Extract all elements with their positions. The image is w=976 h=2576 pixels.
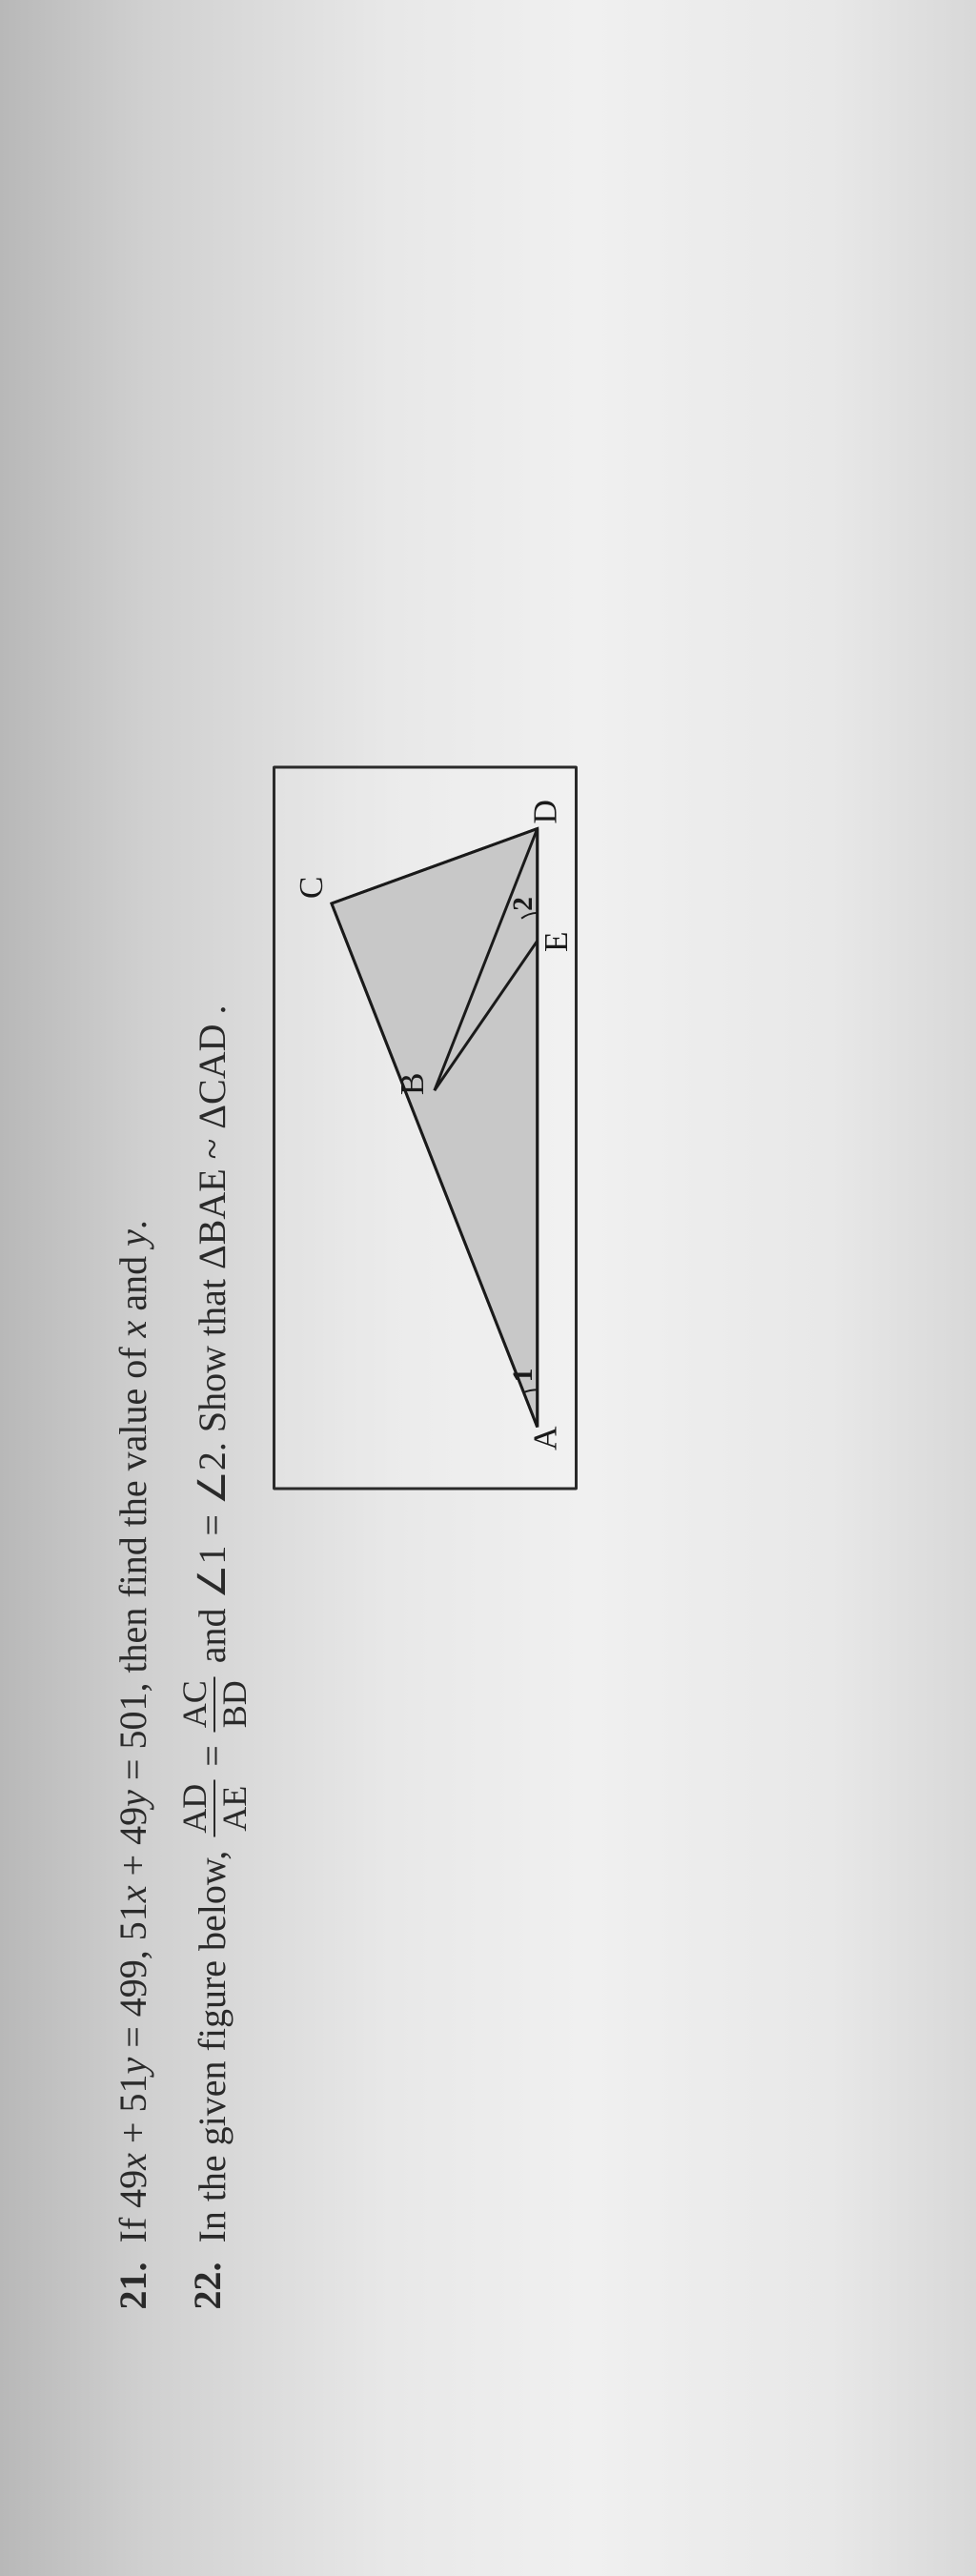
- question-text: In the given figure below, ADAE = ACBD a…: [179, 172, 254, 2242]
- text-fragment: .: [112, 1220, 154, 1229]
- fraction-denominator: BD: [215, 1676, 252, 1732]
- text-fragment: If 49: [112, 2169, 154, 2242]
- text-fragment: = 501, then find the value of: [112, 1337, 154, 1790]
- text-fragment: + 49: [112, 1806, 154, 1885]
- fraction-numerator: AC: [177, 1676, 215, 1732]
- label-d: D: [526, 800, 563, 824]
- fraction-denominator: AE: [215, 1779, 252, 1836]
- variable-x: x: [112, 1320, 154, 1337]
- question-21: 21. If 49x + 51y = 499, 51x + 49y = 501,…: [105, 172, 162, 2309]
- fraction-numerator: AD: [177, 1779, 215, 1836]
- label-angle-1: 1: [508, 1368, 539, 1382]
- variable-y: y: [112, 2057, 154, 2074]
- content-area: 21. If 49x + 51y = 499, 51x + 49y = 501,…: [0, 0, 578, 2576]
- label-a: A: [526, 1426, 563, 1450]
- fraction-ad-ae: ADAE: [177, 1779, 252, 1836]
- variable-y: y: [112, 1790, 154, 1807]
- label-c: C: [293, 876, 330, 899]
- label-e: E: [538, 931, 575, 952]
- text-fragment: and: [112, 1246, 154, 1320]
- page-rotated-wrapper: 21. If 49x + 51y = 499, 51x + 49y = 501,…: [0, 0, 976, 2576]
- variable-y: y: [112, 1229, 154, 1247]
- variable-x: x: [112, 1885, 154, 1902]
- text-fragment: and ∠1 = ∠2. Show that ΔBAE ~ ΔCAD .: [191, 1004, 234, 1673]
- fraction-ac-bd: ACBD: [177, 1676, 252, 1732]
- variable-x: x: [112, 2153, 154, 2170]
- question-number: 21.: [105, 2256, 162, 2309]
- label-angle-2: 2: [508, 897, 539, 911]
- question-22: 22. In the given figure below, ADAE = AC…: [179, 172, 254, 2309]
- geometry-figure: A B C D E 1 2: [273, 765, 578, 1490]
- text-fragment: = 499, 51: [112, 1902, 154, 2058]
- triangle-diagram: A B C D E 1 2: [275, 768, 575, 1487]
- triangle-acd: [332, 828, 538, 1427]
- question-number: 22.: [179, 2256, 254, 2309]
- text-fragment: + 51: [112, 2074, 154, 2153]
- text-fragment: In the given figure below,: [191, 1840, 234, 2242]
- label-b: B: [394, 1072, 431, 1095]
- text-fragment: =: [191, 1735, 234, 1776]
- question-text: If 49x + 51y = 499, 51x + 49y = 501, the…: [105, 172, 162, 2242]
